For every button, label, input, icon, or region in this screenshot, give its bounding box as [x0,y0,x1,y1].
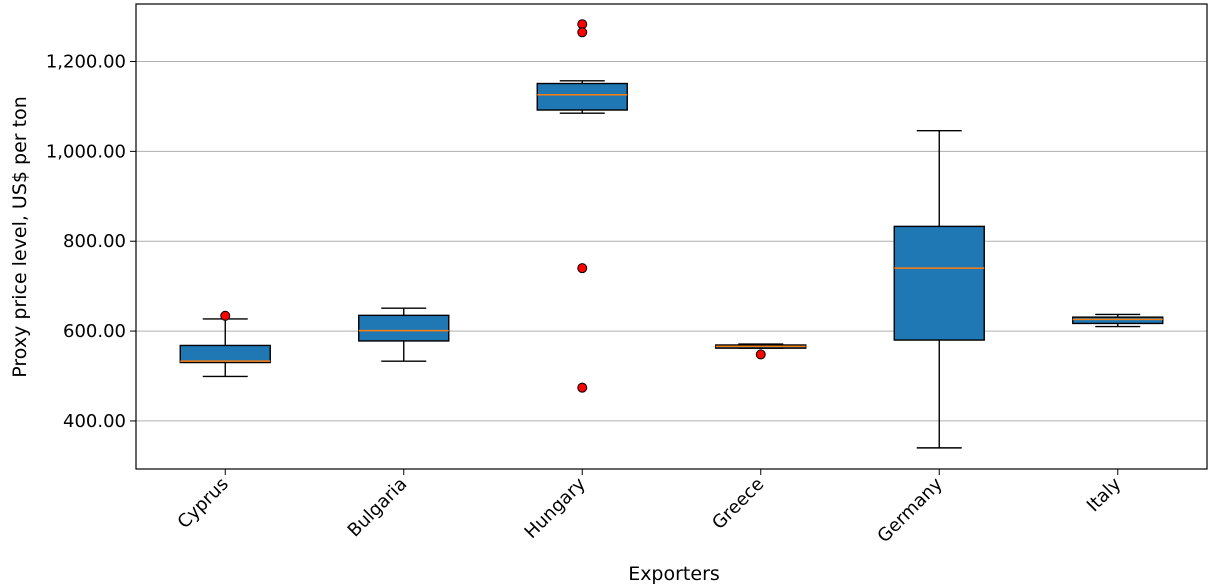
outlier-point [577,382,588,393]
outlier-point [577,27,588,38]
x-tick-label: Italy [1083,473,1126,516]
axes [135,3,1208,470]
x-axis-title: Exporters [628,563,720,585]
y-tick-label: 800.00 [63,231,126,252]
box-cyprus [179,310,271,378]
box-bulgaria [358,307,450,362]
x-tick-label: Bulgaria [344,474,412,542]
outlier-point [577,263,588,274]
box-hungary [536,19,628,393]
box-body [358,314,450,342]
box-italy [1072,313,1164,328]
plot-frame [135,3,1208,470]
box-series [179,19,1164,449]
box-body [893,225,985,341]
outlier-point [755,349,766,360]
box-germany [893,129,985,449]
box-greece [715,343,807,360]
y-axis-title: Proxy price level, US$ per ton [9,96,31,377]
x-tick-label: Cyprus [173,474,232,533]
y-tick-label: 400.00 [63,411,126,432]
y-tick-label: 600.00 [63,321,126,342]
y-axis-ticks: 400.00 600.00 800.00 1,000.00 1,200.00 [46,52,136,432]
x-tick-label: Germany [873,473,947,547]
x-axis-ticks: Cyprus Bulgaria Hungary Greece Germany Italy [173,469,1126,547]
x-tick-label: Hungary [521,473,590,542]
y-tick-label: 1,000.00 [46,141,126,162]
x-tick-label: Greece [708,474,768,534]
box-body [536,82,628,111]
box-body [179,344,271,364]
grid-lines [136,61,1207,422]
y-tick-label: 1,200.00 [46,52,126,73]
box-body [1072,316,1164,325]
outlier-point [220,310,231,321]
